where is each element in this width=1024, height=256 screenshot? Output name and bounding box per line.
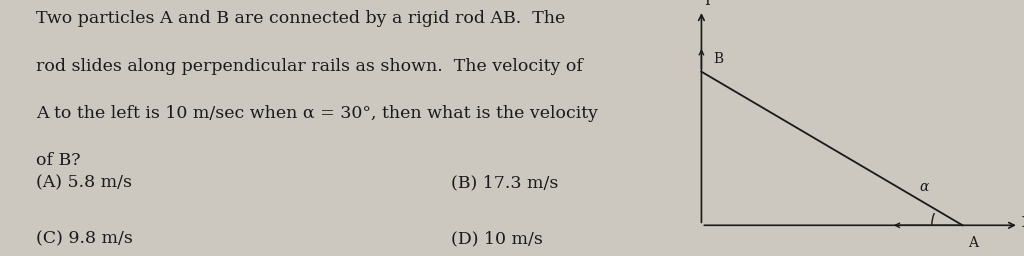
Text: rod slides along perpendicular rails as shown.  The velocity of: rod slides along perpendicular rails as … [36,58,583,74]
Text: α: α [919,180,929,194]
Text: Two particles A and B are connected by a rigid rod AB.  The: Two particles A and B are connected by a… [36,10,565,27]
Text: (D) 10 m/s: (D) 10 m/s [451,230,543,247]
Text: B: B [714,52,724,66]
Text: of B?: of B? [36,152,80,169]
Text: A to the left is 10 m/sec when α = 30°, then what is the velocity: A to the left is 10 m/sec when α = 30°, … [36,105,598,122]
Text: (C) 9.8 m/s: (C) 9.8 m/s [36,230,133,247]
Text: A: A [968,236,978,250]
Text: (B) 17.3 m/s: (B) 17.3 m/s [451,174,558,191]
Text: Y: Y [701,0,712,8]
Text: (A) 5.8 m/s: (A) 5.8 m/s [36,174,132,191]
Text: X: X [1022,216,1024,230]
